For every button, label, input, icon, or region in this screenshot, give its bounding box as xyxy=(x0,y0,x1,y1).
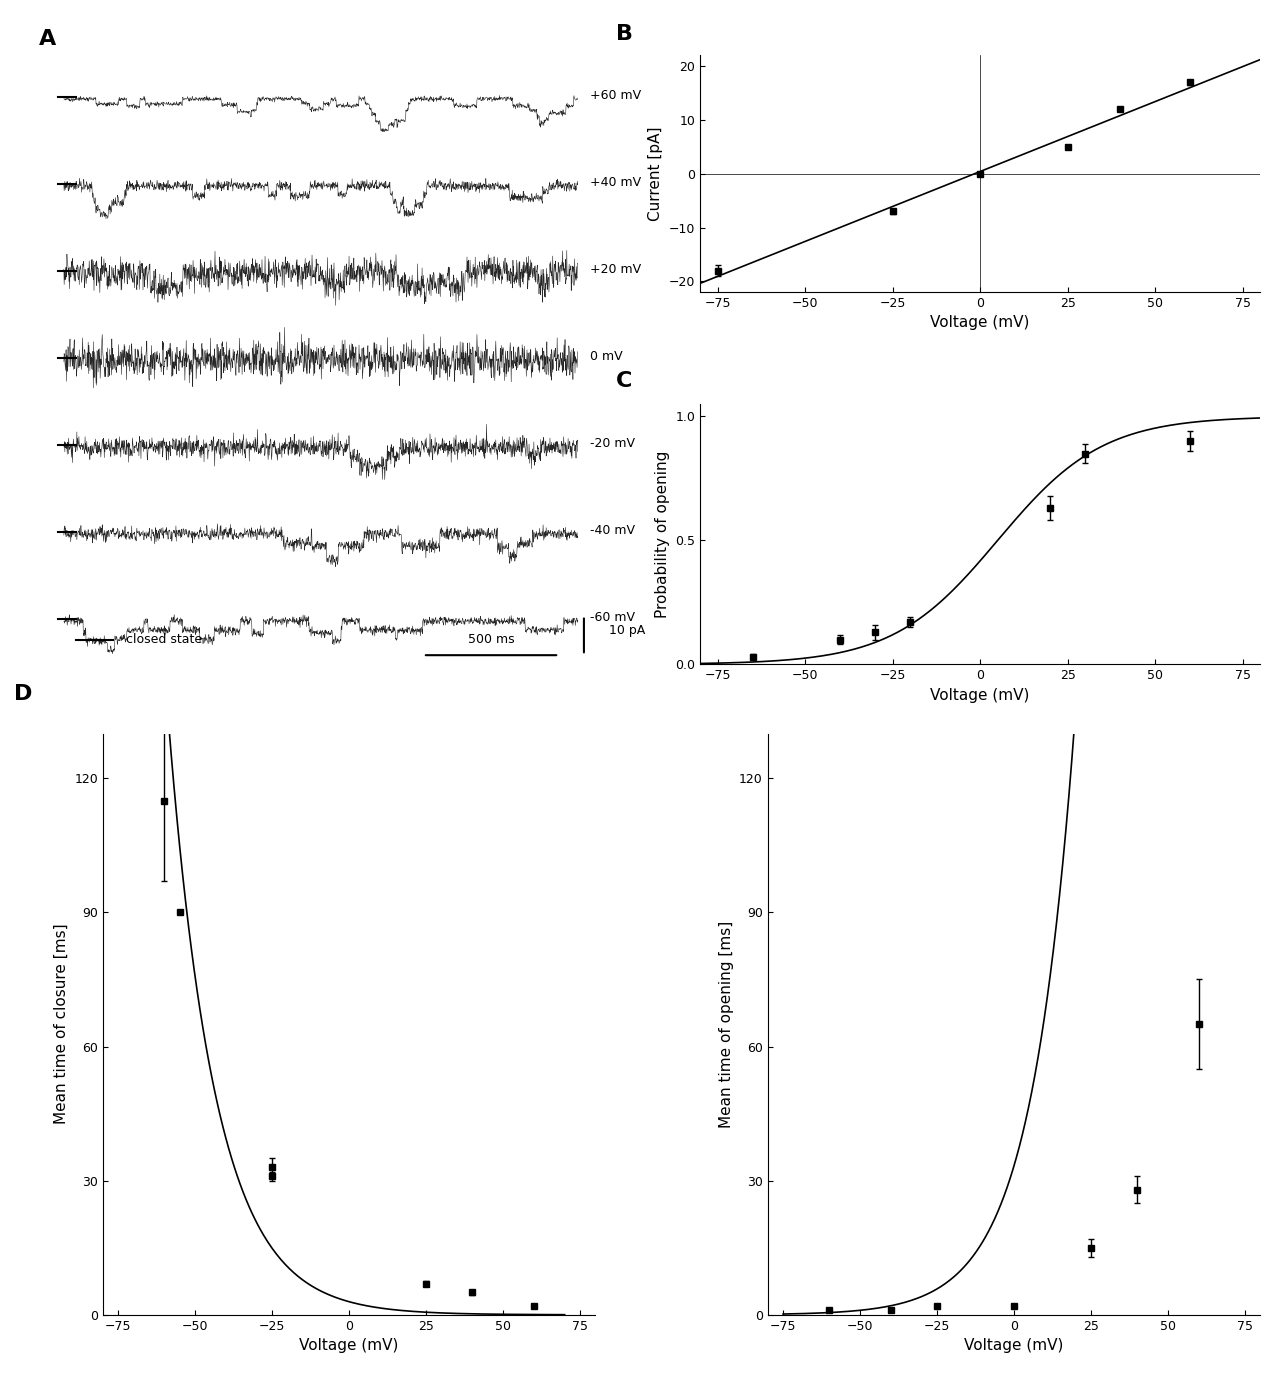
Text: D: D xyxy=(14,685,32,704)
Text: +40 mV: +40 mV xyxy=(590,176,642,190)
Y-axis label: Probability of opening: Probability of opening xyxy=(655,450,670,617)
Y-axis label: Current [pA]: Current [pA] xyxy=(648,126,664,221)
X-axis label: Voltage (mV): Voltage (mV) xyxy=(931,316,1030,331)
Text: 0 mV: 0 mV xyxy=(590,350,622,363)
X-axis label: Voltage (mV): Voltage (mV) xyxy=(931,688,1030,703)
Y-axis label: Mean time of opening [ms]: Mean time of opening [ms] xyxy=(719,920,733,1128)
Text: 10 pA: 10 pA xyxy=(608,624,646,637)
Text: B: B xyxy=(616,24,633,43)
Text: closed state: closed state xyxy=(126,634,202,646)
Text: +60 mV: +60 mV xyxy=(590,89,642,102)
Text: C: C xyxy=(616,371,633,390)
Text: -40 mV: -40 mV xyxy=(590,525,635,537)
Text: -20 mV: -20 mV xyxy=(590,437,635,450)
Text: A: A xyxy=(39,29,57,50)
Y-axis label: Mean time of closure [ms]: Mean time of closure [ms] xyxy=(54,925,68,1124)
Text: +20 mV: +20 mV xyxy=(590,263,642,275)
X-axis label: Voltage (mV): Voltage (mV) xyxy=(300,1338,399,1354)
Text: -60 mV: -60 mV xyxy=(590,610,635,624)
X-axis label: Voltage (mV): Voltage (mV) xyxy=(964,1338,1064,1354)
Text: 500 ms: 500 ms xyxy=(468,632,514,646)
